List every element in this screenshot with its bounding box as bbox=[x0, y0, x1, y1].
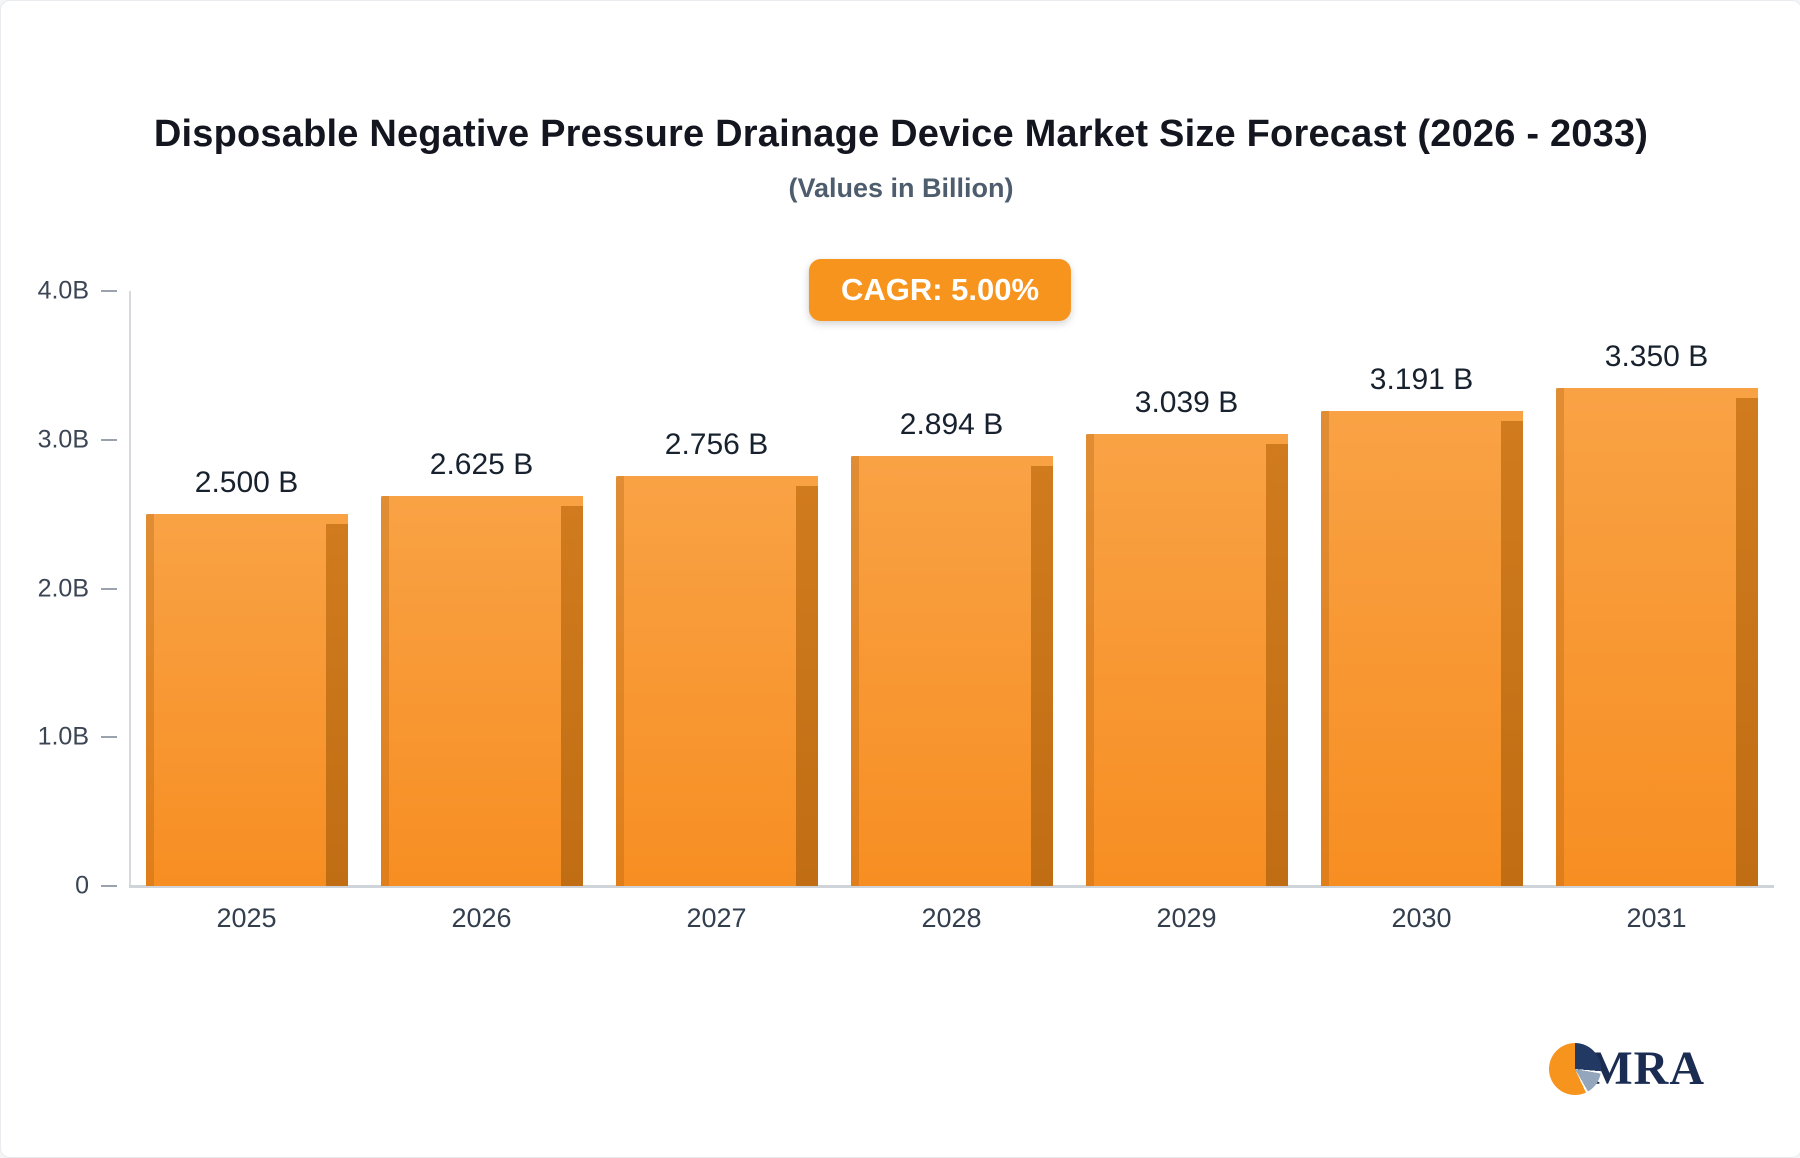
x-axis-label: 2029 bbox=[1156, 903, 1217, 933]
brand-logo-text: MRA bbox=[1587, 1042, 1705, 1095]
bar-side-face bbox=[325, 524, 348, 886]
x-axis-label: 2025 bbox=[216, 903, 277, 933]
y-axis-tick-label: 0 bbox=[75, 871, 89, 900]
bar-value-label: 3.350 B bbox=[1604, 339, 1709, 373]
bar bbox=[615, 476, 818, 886]
bar bbox=[1085, 433, 1288, 887]
x-axis-label: 2026 bbox=[451, 903, 512, 933]
bar bbox=[1320, 411, 1523, 886]
bar-column: 2.625 B bbox=[364, 291, 599, 887]
x-axis-label: 2027 bbox=[686, 903, 747, 933]
plot-area: 2.500 B 2.625 B 2.756 B 2.894 B 3.039 B 3.191… bbox=[129, 291, 1774, 887]
bar-value-label: 2.756 B bbox=[664, 428, 769, 462]
bar-column: 3.350 B bbox=[1539, 291, 1774, 887]
cagr-badge: CAGR: 5.00% bbox=[808, 259, 1072, 321]
bar-column: 3.191 B bbox=[1304, 291, 1539, 886]
bar bbox=[850, 455, 1053, 887]
bar-side-face bbox=[1500, 421, 1523, 886]
y-axis-tick-label: 2.0B bbox=[37, 574, 89, 602]
y-axis-tick-mark bbox=[101, 290, 117, 292]
chart-subtitle: (Values in Billion) bbox=[788, 173, 1014, 203]
y-axis-tick-mark bbox=[101, 587, 117, 590]
x-axis-labels: 2025 2026 2027 2028 2029 2030 2031 bbox=[129, 903, 1774, 934]
pie-chart-logo-icon bbox=[1549, 1042, 1602, 1095]
chart-title: Disposable Negative Pressure Drainage De… bbox=[153, 113, 1649, 155]
y-axis-tick-label: 4.0B bbox=[37, 276, 89, 305]
bar-column: 3.039 B bbox=[1069, 291, 1304, 887]
bar-column: 2.894 B bbox=[834, 291, 1069, 887]
bar-side-face bbox=[1030, 465, 1053, 886]
bar-column: 2.756 B bbox=[599, 291, 834, 886]
x-axis-label: 2031 bbox=[1626, 903, 1687, 933]
y-axis-tick-mark bbox=[101, 885, 117, 887]
y-axis-tick-mark bbox=[101, 438, 117, 441]
bar-column: 2.500 B bbox=[129, 291, 364, 886]
bar-value-label: 2.500 B bbox=[194, 466, 299, 500]
y-axis-tick-mark bbox=[101, 736, 117, 739]
bar-value-label: 3.039 B bbox=[1134, 385, 1239, 419]
bar bbox=[380, 495, 583, 887]
y-axis: 4.0B 3.0B 2.0B 1.0B 0 bbox=[1, 277, 129, 900]
bar-value-label: 3.191 B bbox=[1369, 363, 1474, 397]
bar-side-face bbox=[560, 505, 583, 886]
brand-logo: MRA bbox=[1549, 1041, 1705, 1096]
bar-value-label: 2.894 B bbox=[899, 407, 1004, 441]
y-axis-tick-label: 1.0B bbox=[37, 722, 89, 751]
x-axis-label: 2028 bbox=[921, 903, 982, 933]
bar-side-face bbox=[1735, 397, 1758, 886]
bar bbox=[1555, 387, 1758, 887]
bar-side-face bbox=[1265, 443, 1288, 886]
bar-side-face bbox=[795, 486, 818, 886]
bar-value-label: 2.625 B bbox=[429, 447, 534, 481]
y-axis-tick-label: 3.0B bbox=[37, 425, 89, 454]
x-axis-label: 2030 bbox=[1391, 903, 1452, 933]
x-axis-baseline bbox=[129, 885, 1774, 888]
y-axis-line bbox=[129, 291, 131, 886]
bar bbox=[145, 514, 348, 886]
